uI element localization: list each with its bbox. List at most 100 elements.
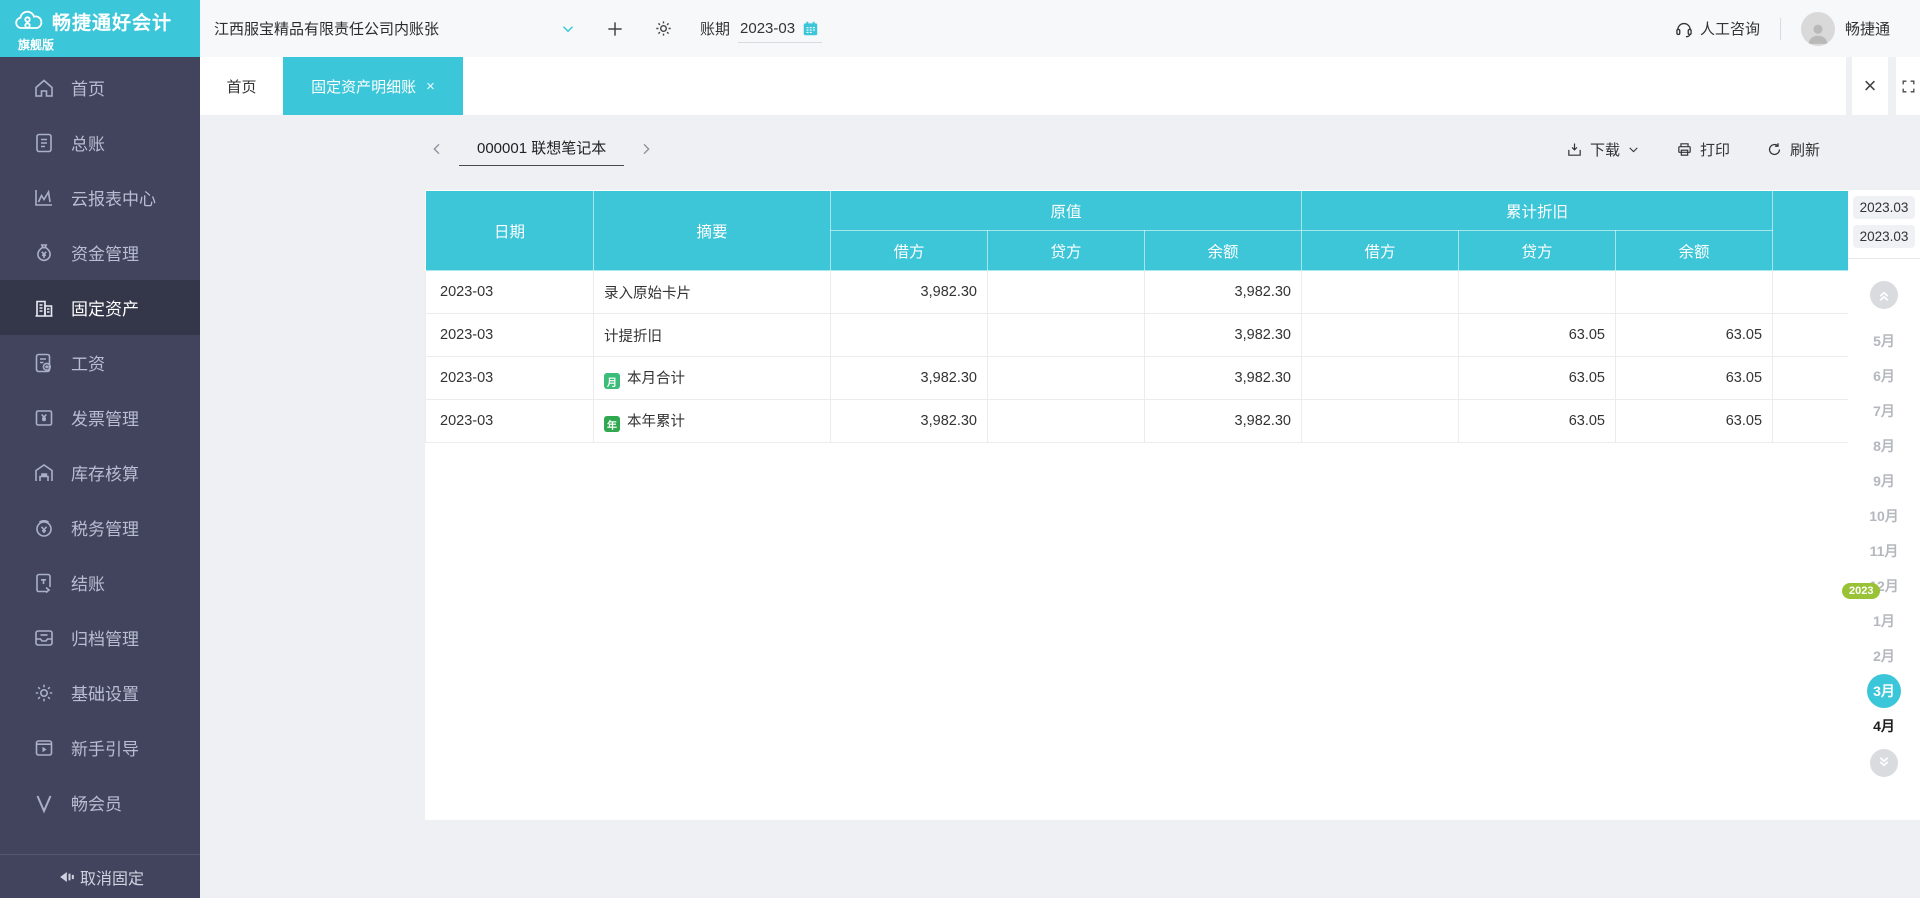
- tab-close-icon[interactable]: ×: [426, 77, 435, 95]
- sidebar-item-label: 结账: [71, 575, 105, 594]
- asset-selector[interactable]: 000001 联想笔记本: [459, 133, 625, 166]
- cloud-report-icon: [32, 186, 56, 210]
- cell-ad-credit: 63.05: [1458, 356, 1616, 400]
- prev-asset-button[interactable]: [425, 137, 449, 161]
- chevron-down-icon: [559, 20, 577, 38]
- col-group-accumulated-depreciation[interactable]: 累计折旧: [1300, 190, 1774, 231]
- cell-date: 2023-03: [425, 356, 594, 400]
- period-from-box[interactable]: 2023.03: [1853, 196, 1915, 219]
- unpin-label: 取消固定: [79, 870, 144, 888]
- live-support-button[interactable]: 人工咨询: [1674, 18, 1760, 39]
- year-total-icon: 年: [604, 416, 620, 433]
- col-header-summary[interactable]: 摘要: [593, 190, 831, 271]
- cell-summary: 年本年累计: [593, 399, 831, 443]
- inventory-icon: [32, 461, 56, 485]
- closing-icon: [32, 571, 56, 595]
- sidebar-item-general-ledger[interactable]: 总账: [0, 115, 200, 170]
- sidebar-item-payroll[interactable]: 工资: [0, 335, 200, 390]
- month-item[interactable]: 10月: [1869, 507, 1899, 524]
- sidebar-item-archive[interactable]: 归档管理: [0, 610, 200, 665]
- sidebar-item-member[interactable]: 畅会员: [0, 775, 200, 830]
- cell-ad-credit: 63.05: [1458, 399, 1616, 443]
- user-menu[interactable]: 畅捷通: [1800, 11, 1890, 46]
- cell-date: 2023-03: [425, 270, 594, 314]
- printer-icon: [1676, 141, 1693, 158]
- download-button[interactable]: 下载: [1566, 139, 1640, 160]
- month-item-current[interactable]: 4月: [1873, 717, 1895, 734]
- month-item[interactable]: 9月: [1873, 472, 1895, 489]
- print-label: 打印: [1699, 141, 1730, 159]
- sidebar-item-funds[interactable]: 资金管理: [0, 225, 200, 280]
- col-header-ad-credit[interactable]: 贷方: [1458, 230, 1616, 271]
- col-header-date[interactable]: 日期: [425, 190, 594, 271]
- next-asset-button[interactable]: [634, 137, 658, 161]
- col-header-ov-debit[interactable]: 借方: [830, 230, 988, 271]
- tab-fixed-asset-ledger[interactable]: 固定资产明细账 ×: [283, 57, 463, 115]
- month-item[interactable]: 7月: [1873, 402, 1895, 419]
- period-picker[interactable]: 2023-03: [738, 15, 823, 43]
- month-item[interactable]: 11月: [1869, 542, 1899, 559]
- month-item[interactable]: 6月: [1873, 367, 1895, 384]
- avatar: [1800, 11, 1835, 46]
- settings-icon: [32, 681, 56, 705]
- col-header-ov-balance[interactable]: 余额: [1144, 230, 1302, 271]
- payroll-icon: [32, 351, 56, 375]
- sidebar-item-label: 固定资产: [71, 300, 139, 319]
- tab-home[interactable]: 首页: [200, 57, 283, 115]
- sidebar-item-cloud-reports[interactable]: 云报表中心: [0, 170, 200, 225]
- print-button[interactable]: 打印: [1676, 139, 1730, 160]
- calendar-icon: [801, 19, 820, 38]
- sidebar-item-inventory[interactable]: 库存核算: [0, 445, 200, 500]
- close-view-button[interactable]: ×: [1852, 57, 1888, 115]
- month-item-active[interactable]: 3月: [1848, 673, 1920, 708]
- cell-ad-balance: [1614, 270, 1774, 314]
- chevron-down-icon: [1627, 143, 1640, 156]
- col-header-ad-balance[interactable]: 余额: [1614, 230, 1774, 271]
- refresh-button[interactable]: 刷新: [1766, 139, 1820, 160]
- sidebar-item-fixed-assets[interactable]: 固定资产: [0, 280, 200, 335]
- col-group-original-value[interactable]: 原值: [830, 190, 1302, 231]
- topbar: 江西服宝精品有限责任公司内账张 账期 2023-03 人工咨询 畅捷通: [200, 0, 1920, 57]
- refresh-label: 刷新: [1789, 141, 1820, 159]
- sidebar-item-closing[interactable]: 结账: [0, 555, 200, 610]
- guide-icon: [32, 736, 56, 760]
- company-selector[interactable]: 江西服宝精品有限责任公司内账张: [214, 18, 577, 39]
- add-account-set-button[interactable]: [605, 19, 625, 39]
- sidebar-item-settings[interactable]: 基础设置: [0, 665, 200, 720]
- invoice-icon: [32, 406, 56, 430]
- table-row[interactable]: 2023-03 计提折旧 3,982.30 63.05 63.05 3,919.…: [425, 313, 1920, 357]
- period-to-box[interactable]: 2023.03: [1853, 225, 1915, 248]
- table-row-month-total[interactable]: 2023-03 月本月合计 3,982.30 3,982.30 63.05 63…: [425, 356, 1920, 400]
- table-row-year-total[interactable]: 2023-03 年本年累计 3,982.30 3,982.30 63.05 63…: [425, 399, 1920, 443]
- scroll-up-button[interactable]: [1870, 281, 1898, 309]
- month-item[interactable]: 8月: [1873, 437, 1895, 454]
- cell-ov-balance: 3,982.30: [1144, 270, 1302, 314]
- scroll-down-button[interactable]: [1870, 749, 1898, 777]
- sidebar-item-tax[interactable]: 税务管理: [0, 500, 200, 555]
- cell-ov-debit: [830, 313, 988, 357]
- sidebar-item-label: 新手引导: [71, 740, 139, 759]
- sidebar-item-guide[interactable]: 新手引导: [0, 720, 200, 775]
- download-label: 下载: [1589, 141, 1620, 159]
- col-header-ad-debit[interactable]: 借方: [1301, 230, 1459, 271]
- fixed-assets-icon: [32, 296, 56, 320]
- tab-label: 固定资产明细账: [311, 78, 417, 96]
- sidebar-item-invoice[interactable]: 发票管理: [0, 390, 200, 445]
- col-header-ov-credit[interactable]: 贷方: [987, 230, 1145, 271]
- cell-ad-debit: [1301, 313, 1459, 357]
- ledger-icon: [32, 131, 56, 155]
- cell-ov-credit: [987, 270, 1145, 314]
- ledger-panel: 日期 摘要 原值 累计折旧 净值 借方 贷方 余额 借方 贷方 余额 2023-: [425, 190, 1920, 820]
- cell-ad-debit: [1301, 270, 1459, 314]
- table-row[interactable]: 2023-03 录入原始卡片 3,982.30 3,982.30 3,982.3…: [425, 270, 1920, 314]
- unpin-sidebar-button[interactable]: 取消固定: [0, 854, 200, 898]
- account-settings-gear-icon[interactable]: [653, 18, 674, 39]
- month-total-icon: 月: [604, 373, 620, 390]
- sidebar-item-home[interactable]: 首页: [0, 60, 200, 115]
- fullscreen-button[interactable]: [1896, 57, 1920, 115]
- cell-ad-debit: [1301, 399, 1459, 443]
- month-item[interactable]: 5月: [1873, 332, 1895, 349]
- cell-summary: 计提折旧: [593, 313, 831, 357]
- month-item[interactable]: 1月: [1873, 612, 1895, 629]
- month-item[interactable]: 2月: [1873, 647, 1895, 664]
